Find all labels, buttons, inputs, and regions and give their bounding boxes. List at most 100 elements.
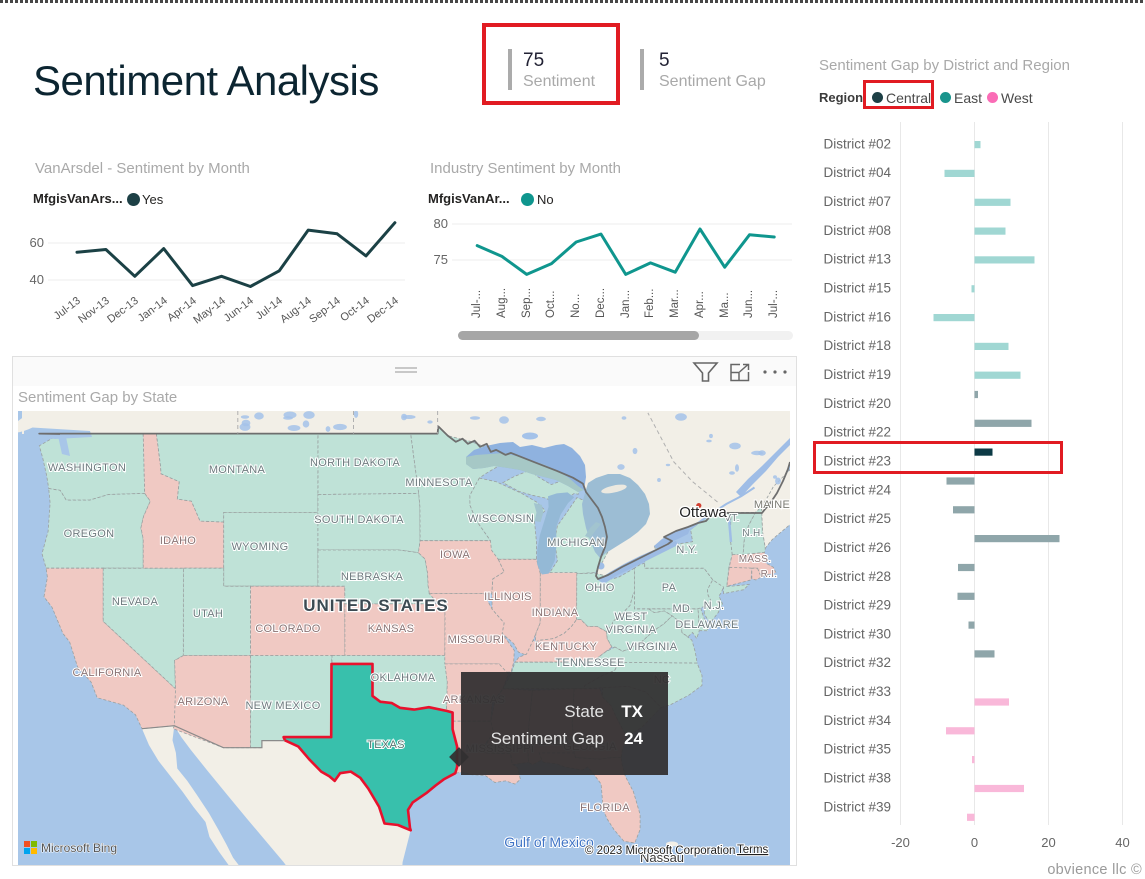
svg-text:Jul-...: Jul-... — [471, 290, 483, 318]
svg-text:FLORIDA: FLORIDA — [580, 802, 630, 814]
svg-text:MISSOURI: MISSOURI — [448, 634, 505, 646]
svg-text:District #35: District #35 — [823, 742, 891, 757]
svg-text:WYOMING: WYOMING — [231, 541, 288, 553]
svg-text:40: 40 — [30, 272, 44, 287]
svg-text:Ottawa: Ottawa — [679, 504, 727, 521]
svg-text:© 2023 Microsoft Corporation: © 2023 Microsoft Corporation — [585, 845, 735, 857]
svg-text:Oct...: Oct... — [545, 291, 557, 318]
svg-text:75: 75 — [434, 252, 448, 267]
svg-text:ILLINOIS: ILLINOIS — [484, 591, 532, 603]
svg-text:Terms: Terms — [737, 844, 769, 856]
svg-text:Feb...: Feb... — [644, 289, 656, 318]
svg-text:IOWA: IOWA — [440, 549, 470, 561]
svg-text:DELAWARE: DELAWARE — [675, 619, 738, 631]
svg-text:District #28: District #28 — [823, 569, 891, 584]
svg-text:TEXAS: TEXAS — [367, 739, 405, 751]
svg-text:N.J.: N.J. — [704, 600, 725, 612]
svg-text:WEST: WEST — [615, 611, 648, 623]
svg-text:Nassau: Nassau — [640, 850, 684, 865]
svg-text:COLORADO: COLORADO — [255, 623, 320, 635]
svg-text:Nov-13: Nov-13 — [76, 295, 112, 326]
svg-text:CALIFORNIA: CALIFORNIA — [72, 667, 141, 679]
svg-text:ARIZONA: ARIZONA — [178, 696, 229, 708]
svg-text:Dec-13: Dec-13 — [105, 295, 141, 326]
svg-text:District #33: District #33 — [823, 684, 891, 699]
svg-text:MICHIGAN: MICHIGAN — [547, 537, 604, 549]
svg-text:KENTUCKY: KENTUCKY — [535, 641, 598, 653]
svg-text:Apr...: Apr... — [694, 291, 706, 318]
svg-text:N.Y.: N.Y. — [676, 544, 697, 556]
svg-text:WASHINGTON: WASHINGTON — [48, 462, 126, 474]
svg-text:UTAH: UTAH — [193, 608, 223, 620]
svg-text:District #15: District #15 — [823, 280, 891, 295]
svg-text:May-14: May-14 — [191, 295, 228, 327]
svg-text:District #08: District #08 — [823, 223, 891, 238]
svg-text:VIRGINIA: VIRGINIA — [606, 624, 657, 636]
svg-text:District #07: District #07 — [823, 194, 891, 209]
svg-text:OREGON: OREGON — [64, 528, 115, 540]
svg-text:District #13: District #13 — [823, 252, 891, 267]
svg-text:INDIANA: INDIANA — [532, 607, 579, 619]
svg-text:District #32: District #32 — [823, 655, 891, 670]
svg-text:-20: -20 — [891, 835, 910, 850]
svg-text:District #24: District #24 — [823, 482, 891, 497]
svg-text:MD.: MD. — [672, 603, 693, 615]
svg-text:District #20: District #20 — [823, 396, 891, 411]
svg-text:20: 20 — [1041, 835, 1055, 850]
svg-text:Oct-14: Oct-14 — [338, 295, 372, 324]
svg-text:No...: No... — [570, 294, 582, 318]
svg-text:Jan-14: Jan-14 — [136, 295, 170, 325]
svg-text:MINNESOTA: MINNESOTA — [405, 477, 473, 489]
svg-text:Sep-14: Sep-14 — [307, 295, 343, 326]
svg-text:80: 80 — [434, 216, 448, 231]
svg-text:60: 60 — [30, 235, 44, 250]
svg-text:Aug-14: Aug-14 — [278, 295, 314, 326]
svg-text:District #16: District #16 — [823, 309, 891, 324]
svg-text:NEBRASKA: NEBRASKA — [341, 571, 404, 583]
svg-text:Jan...: Jan... — [620, 290, 632, 318]
svg-text:N.H.: N.H. — [742, 528, 763, 539]
svg-text:District #34: District #34 — [823, 713, 891, 728]
svg-text:Sep...: Sep... — [521, 288, 533, 318]
svg-text:District #22: District #22 — [823, 425, 891, 440]
svg-text:Jun-14: Jun-14 — [222, 295, 256, 325]
svg-text:WISCONSIN: WISCONSIN — [468, 513, 534, 525]
svg-text:District #18: District #18 — [823, 338, 891, 353]
svg-text:Dec...: Dec... — [595, 288, 607, 318]
svg-text:District #39: District #39 — [823, 799, 891, 814]
svg-text:NORTH DAKOTA: NORTH DAKOTA — [310, 457, 400, 469]
svg-text:IDAHO: IDAHO — [160, 535, 196, 547]
svg-text:OHIO: OHIO — [585, 582, 614, 594]
svg-text:District #38: District #38 — [823, 771, 891, 786]
svg-text:District #19: District #19 — [823, 367, 891, 382]
svg-text:Aug...: Aug... — [496, 288, 508, 318]
svg-text:District #29: District #29 — [823, 598, 891, 613]
svg-text:Gulf of Mexico: Gulf of Mexico — [504, 834, 594, 850]
svg-text:MASS.: MASS. — [739, 554, 772, 565]
svg-text:KANSAS: KANSAS — [368, 623, 414, 635]
svg-text:District #02: District #02 — [823, 136, 891, 151]
svg-text:SOUTH DAKOTA: SOUTH DAKOTA — [314, 514, 404, 526]
svg-text:UNITED STATES: UNITED STATES — [303, 596, 449, 615]
svg-text:District #04: District #04 — [823, 165, 891, 180]
svg-text:Mar...: Mar... — [669, 289, 681, 318]
svg-text:OKLAHOMA: OKLAHOMA — [371, 672, 436, 684]
svg-text:Ma...: Ma... — [719, 292, 731, 318]
svg-text:R.I.: R.I. — [761, 569, 778, 580]
svg-text:District #23: District #23 — [823, 453, 891, 468]
svg-text:NEVADA: NEVADA — [112, 596, 159, 608]
svg-text:Dec-14: Dec-14 — [365, 295, 401, 326]
svg-text:VT.: VT. — [724, 513, 739, 524]
svg-text:MAINE: MAINE — [754, 499, 790, 511]
svg-text:Microsoft Bing: Microsoft Bing — [41, 841, 117, 855]
svg-text:District #30: District #30 — [823, 626, 891, 641]
svg-text:40: 40 — [1115, 835, 1129, 850]
svg-text:VIRGINIA: VIRGINIA — [627, 641, 678, 653]
svg-text:0: 0 — [971, 835, 978, 850]
svg-text:Jul-...: Jul-... — [768, 290, 780, 318]
svg-text:District #26: District #26 — [823, 540, 891, 555]
svg-text:PA: PA — [662, 582, 677, 594]
svg-text:Jun...: Jun... — [743, 290, 755, 318]
svg-text:MONTANA: MONTANA — [209, 464, 266, 476]
svg-text:NEW MEXICO: NEW MEXICO — [245, 700, 320, 712]
